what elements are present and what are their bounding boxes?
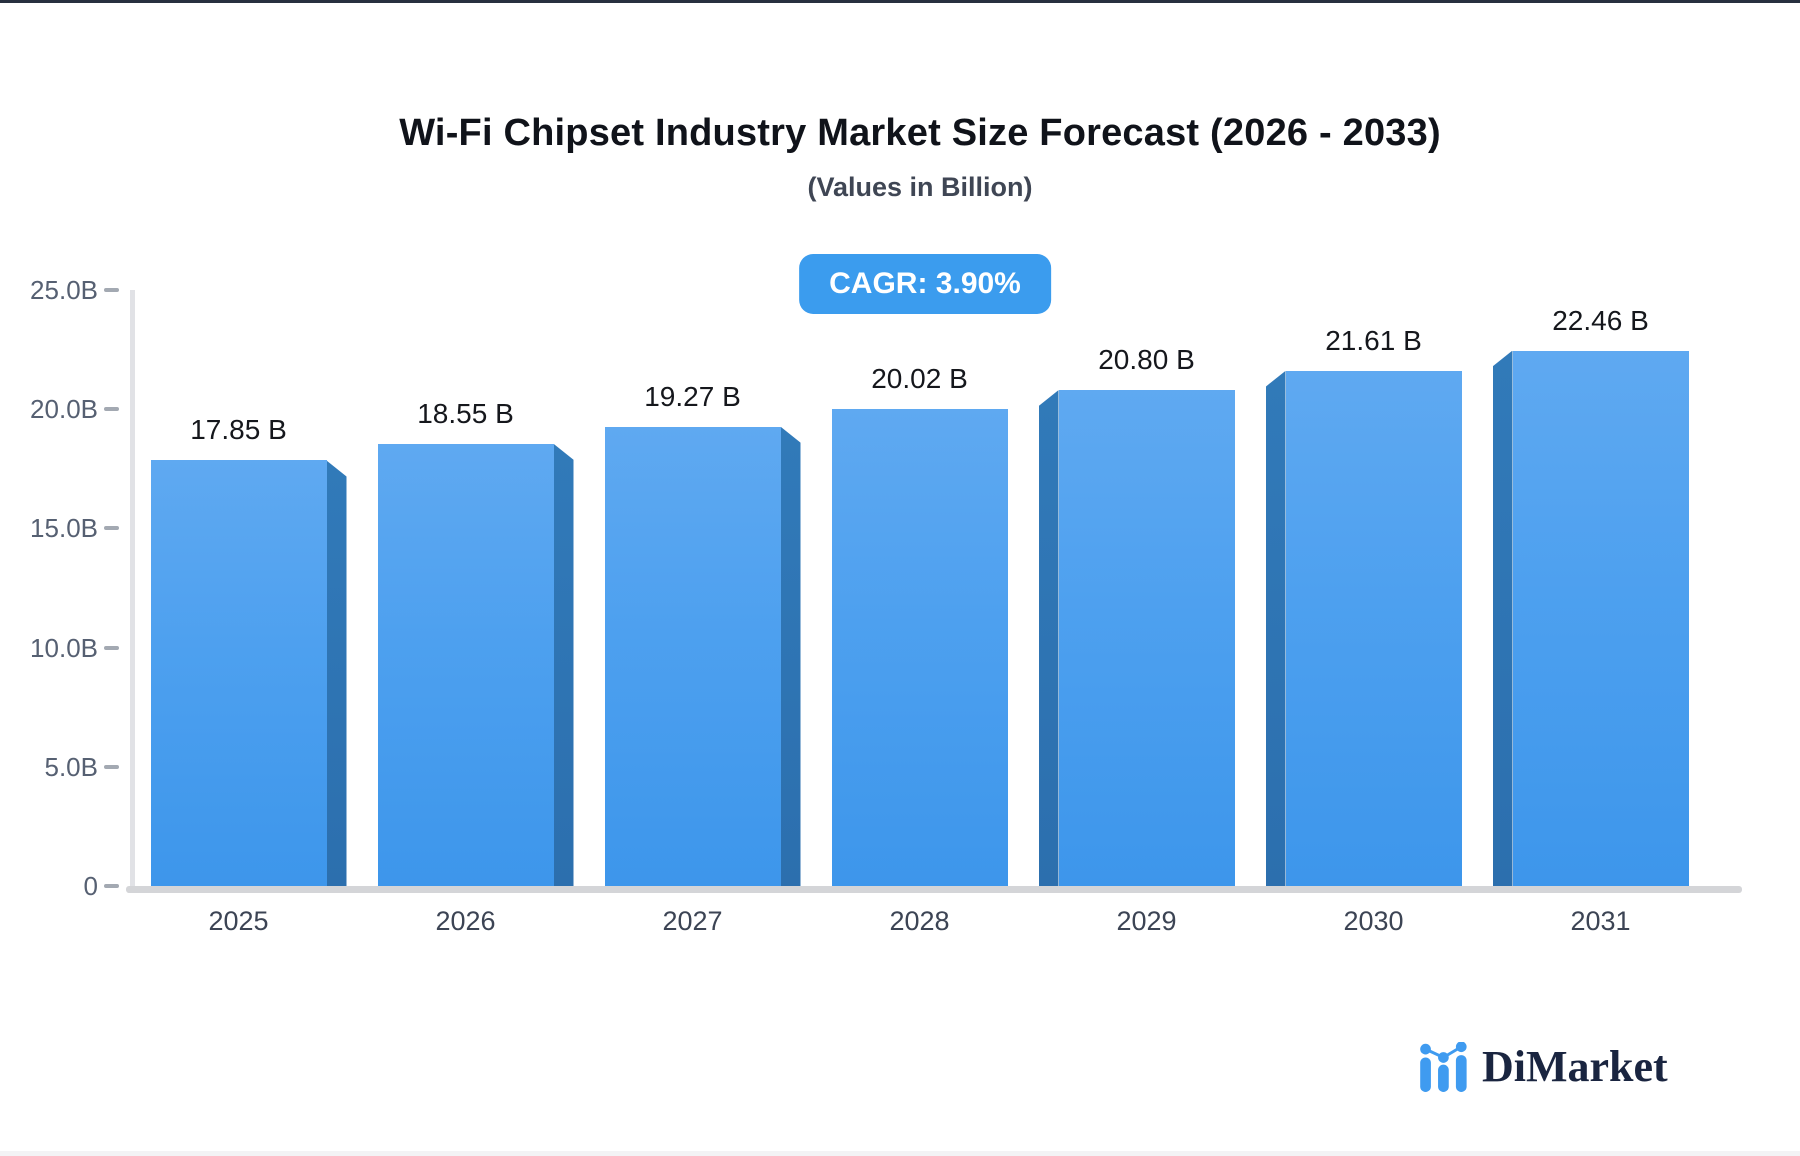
- bottom-border-line: [0, 1151, 1800, 1156]
- y-tick-dash: [104, 884, 119, 888]
- x-axis-label-2031: 2031: [1570, 906, 1631, 936]
- x-axis-label-2026: 2026: [435, 906, 496, 936]
- y-tick-label: 25.0B: [30, 275, 98, 305]
- dimarket-logo: DiMarket: [1420, 1042, 1668, 1092]
- x-axis-baseline: [126, 886, 1742, 893]
- y-tick-label: 15.0B: [30, 513, 98, 544]
- bar-2031: [1512, 350, 1689, 886]
- y-axis-line: [130, 290, 135, 893]
- bar-2030: [1285, 370, 1462, 886]
- bar-side-panel: [1038, 390, 1059, 886]
- bar-value-label: 20.80 B: [1098, 344, 1195, 376]
- bar-side-panel: [553, 443, 574, 886]
- y-tick-dash: [104, 526, 119, 531]
- bar-side-panel: [1492, 350, 1513, 886]
- bar-value-label: 22.46 B: [1552, 304, 1649, 336]
- x-axis-label-2028: 2028: [889, 906, 950, 936]
- x-axis-label-2025: 2025: [208, 906, 269, 936]
- bar-2025: [150, 460, 327, 886]
- y-tick-label: 5.0B: [44, 751, 99, 782]
- y-tick-label: 0: [83, 871, 98, 901]
- dimarket-logo-icon: [1420, 1042, 1467, 1092]
- dimarket-logo-text: DiMarket: [1482, 1042, 1668, 1091]
- chart-subtitle: (Values in Billion): [807, 172, 1033, 202]
- top-border-line: [0, 0, 1800, 3]
- bar-2028: [831, 408, 1008, 886]
- cagr-badge: CAGR: 3.90%: [799, 254, 1051, 314]
- bar-side-panel: [326, 460, 347, 886]
- x-axis-label-2030: 2030: [1343, 906, 1404, 936]
- y-tick-dash: [104, 288, 119, 292]
- bar-value-label: 19.27 B: [644, 380, 741, 412]
- bar-value-label: 18.55 B: [417, 397, 514, 429]
- bar-value-label: 17.85 B: [190, 414, 287, 446]
- y-tick-label: 10.0B: [30, 632, 98, 663]
- x-axis-label-2029: 2029: [1116, 906, 1177, 936]
- bar-2029: [1058, 390, 1235, 886]
- y-tick-label: 20.0B: [30, 394, 98, 425]
- x-axis-label-2027: 2027: [662, 906, 723, 936]
- y-tick-dash: [104, 645, 119, 650]
- bar-2027: [604, 426, 781, 886]
- bar-side-panel: [780, 426, 801, 886]
- bar-value-label: 20.02 B: [871, 362, 968, 394]
- bar-side-panel: [1265, 370, 1286, 886]
- bar-value-label: 21.61 B: [1325, 324, 1422, 356]
- chart-title: Wi-Fi Chipset Industry Market Size Forec…: [399, 112, 1441, 154]
- y-tick-dash: [104, 764, 119, 769]
- y-tick-dash: [104, 407, 119, 412]
- bar-2026: [377, 443, 554, 886]
